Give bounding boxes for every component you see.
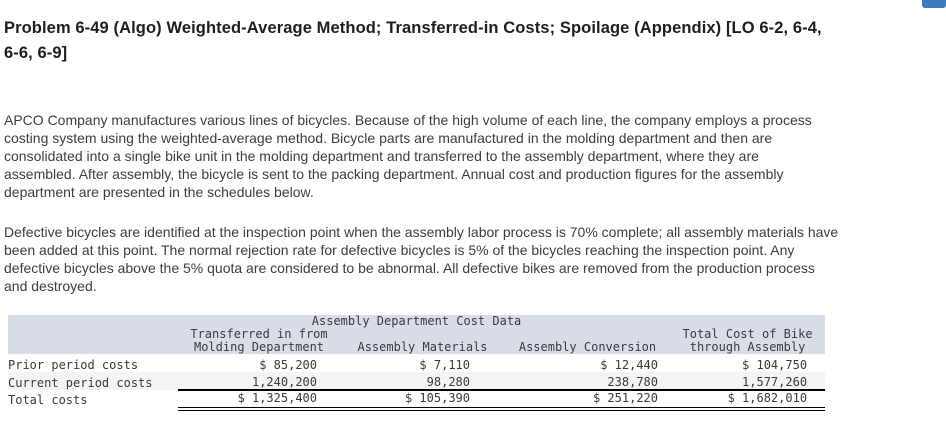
table-row-prior-period: Prior period costs $ 85,200 $ 7,110 $ 12… [8,354,825,372]
table-title: Assembly Department Cost Data [311,314,522,328]
cell-value: $ 1,682,010 [670,390,826,411]
table-row-current-period: Current period costs 1,240,200 98,280 23… [8,372,826,391]
column-header-assembly-materials: Assembly Materials [340,328,505,354]
cell-value: $ 7,110 [419,358,470,372]
column-header-line: Assembly Conversion [518,340,657,354]
column-header-line: Molding Department [193,340,325,354]
cell-value: $ 104,750 [742,358,808,372]
row-label: Current period costs [8,376,153,390]
cell-value: 98,280 [340,372,505,391]
cell-value: $ 105,390 [340,390,505,411]
cell-value: $ 251,220 [505,390,670,411]
column-header-total-cost: Total Cost of Bike through Assembly [670,328,825,354]
column-header-line: Total Cost of Bike [682,327,813,341]
spoilage-description-paragraph: Defective bicycles are identified at the… [4,224,839,294]
column-header-assembly-conversion: Assembly Conversion [505,328,670,354]
cell-value: 238,780 [505,372,670,391]
cell-value: $ 12,440 [600,358,658,372]
column-header-line: Transferred in from [190,327,328,341]
row-label: Prior period costs [8,358,139,372]
table-row-total-costs: Total costs $ 1,325,400 $ 105,390 $ 251,… [8,390,826,411]
column-header-transferred-in: Transferred in from Molding Department [178,328,340,354]
cell-value: 1,240,200 [178,372,340,391]
table-header-row: Transferred in from Molding Department A… [8,328,826,354]
column-header-line: Assembly Materials [357,340,488,354]
cell-value: $ 85,200 [259,358,317,372]
cell-value: 1,577,260 [670,372,826,391]
cell-value: $ 1,325,400 [178,390,340,411]
problem-description-paragraph: APCO Company manufactures various lines … [4,112,812,200]
table-title-row: Assembly Department Cost Data [8,314,826,328]
corner-header-cell [8,328,178,354]
column-header-line: through Assembly [689,340,806,354]
row-label: Total costs [8,393,88,407]
cutoff-blue-button[interactable] [922,0,946,8]
problem-title: Problem 6-49 (Algo) Weighted-Average Met… [4,19,822,62]
assembly-cost-table: Assembly Department Cost Data Transferre… [8,314,826,411]
problem-content: Problem 6-49 (Algo) Weighted-Average Met… [4,19,839,411]
